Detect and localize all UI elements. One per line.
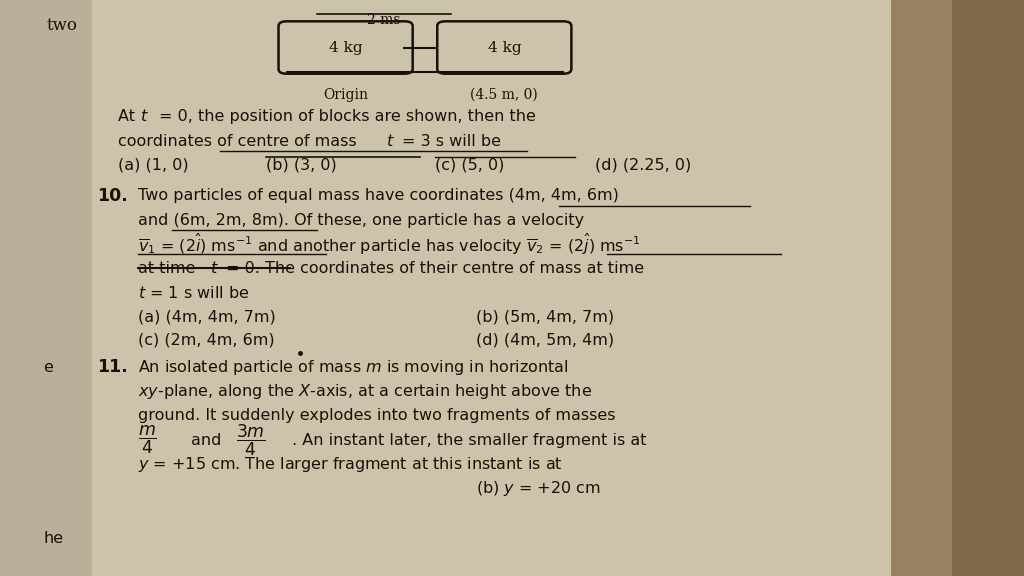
FancyBboxPatch shape xyxy=(437,21,571,74)
Text: $t$: $t$ xyxy=(210,260,219,276)
Text: (a) (1, 0): (a) (1, 0) xyxy=(118,158,188,173)
Text: Origin: Origin xyxy=(324,88,368,102)
Text: (b) $y$ = +20 cm: (b) $y$ = +20 cm xyxy=(476,479,601,498)
Text: $t$: $t$ xyxy=(140,108,150,124)
Text: (d) (4m, 5m, 4m): (d) (4m, 5m, 4m) xyxy=(476,332,614,347)
Text: (d) (2.25, 0): (d) (2.25, 0) xyxy=(595,158,691,173)
Text: (b) (3, 0): (b) (3, 0) xyxy=(266,158,337,173)
Text: = 0. The coordinates of their centre of mass at time: = 0. The coordinates of their centre of … xyxy=(226,261,644,276)
Text: $t$ = 1 s will be: $t$ = 1 s will be xyxy=(138,285,250,301)
Bar xyxy=(92,0,891,576)
Text: At: At xyxy=(118,109,140,124)
Text: (a) (4m, 4m, 7m): (a) (4m, 4m, 7m) xyxy=(138,309,276,324)
Text: $y$ = +15 cm. The larger fragment at this instant is at: $y$ = +15 cm. The larger fragment at thi… xyxy=(138,455,563,473)
Text: and: and xyxy=(191,433,222,448)
Bar xyxy=(0,0,92,576)
Text: (c) (2m, 4m, 6m): (c) (2m, 4m, 6m) xyxy=(138,332,274,347)
Text: 11.: 11. xyxy=(97,358,128,377)
Text: (b) (5m, 4m, 7m): (b) (5m, 4m, 7m) xyxy=(476,309,614,324)
Text: $t$: $t$ xyxy=(386,133,395,149)
Text: = 0, the position of blocks are shown, then the: = 0, the position of blocks are shown, t… xyxy=(159,109,536,124)
Text: $xy$-plane, along the $X$-axis, at a certain height above the: $xy$-plane, along the $X$-axis, at a cer… xyxy=(138,382,592,401)
Text: he: he xyxy=(43,531,63,546)
Text: 4 kg: 4 kg xyxy=(329,40,362,55)
Text: two: two xyxy=(46,17,77,35)
Bar xyxy=(891,0,1024,576)
Text: at time: at time xyxy=(138,261,201,276)
Text: Two particles of equal mass have coordinates (4m, 4m, 6m): Two particles of equal mass have coordin… xyxy=(138,188,620,203)
Bar xyxy=(952,0,1024,576)
Text: e: e xyxy=(43,360,53,375)
Text: $\dfrac{m}{4}$: $\dfrac{m}{4}$ xyxy=(138,424,157,456)
Text: ground. It suddenly explodes into two fragments of masses: ground. It suddenly explodes into two fr… xyxy=(138,408,615,423)
Text: . An instant later, the smaller fragment is at: . An instant later, the smaller fragment… xyxy=(292,433,646,448)
FancyBboxPatch shape xyxy=(279,21,413,74)
Text: 10.: 10. xyxy=(97,187,128,205)
Text: $\overline{v}_1$ = (2$\hat{i}$) ms$^{-1}$ and another particle has velocity $\ov: $\overline{v}_1$ = (2$\hat{i}$) ms$^{-1}… xyxy=(138,232,641,257)
Text: (4.5 m, 0): (4.5 m, 0) xyxy=(470,88,539,102)
Text: and (6m, 2m, 8m). Of these, one particle has a velocity: and (6m, 2m, 8m). Of these, one particle… xyxy=(138,213,585,228)
Text: (c) (5, 0): (c) (5, 0) xyxy=(435,158,505,173)
Text: An isolated particle of mass $m$ is moving in horizontal: An isolated particle of mass $m$ is movi… xyxy=(138,358,569,377)
Text: 2 ms: 2 ms xyxy=(368,13,400,27)
Text: $\dfrac{3m}{4}$: $\dfrac{3m}{4}$ xyxy=(236,422,265,458)
Text: 4 kg: 4 kg xyxy=(487,40,521,55)
Text: = 3 s will be: = 3 s will be xyxy=(402,134,502,149)
Text: coordinates of centre of mass: coordinates of centre of mass xyxy=(118,134,361,149)
